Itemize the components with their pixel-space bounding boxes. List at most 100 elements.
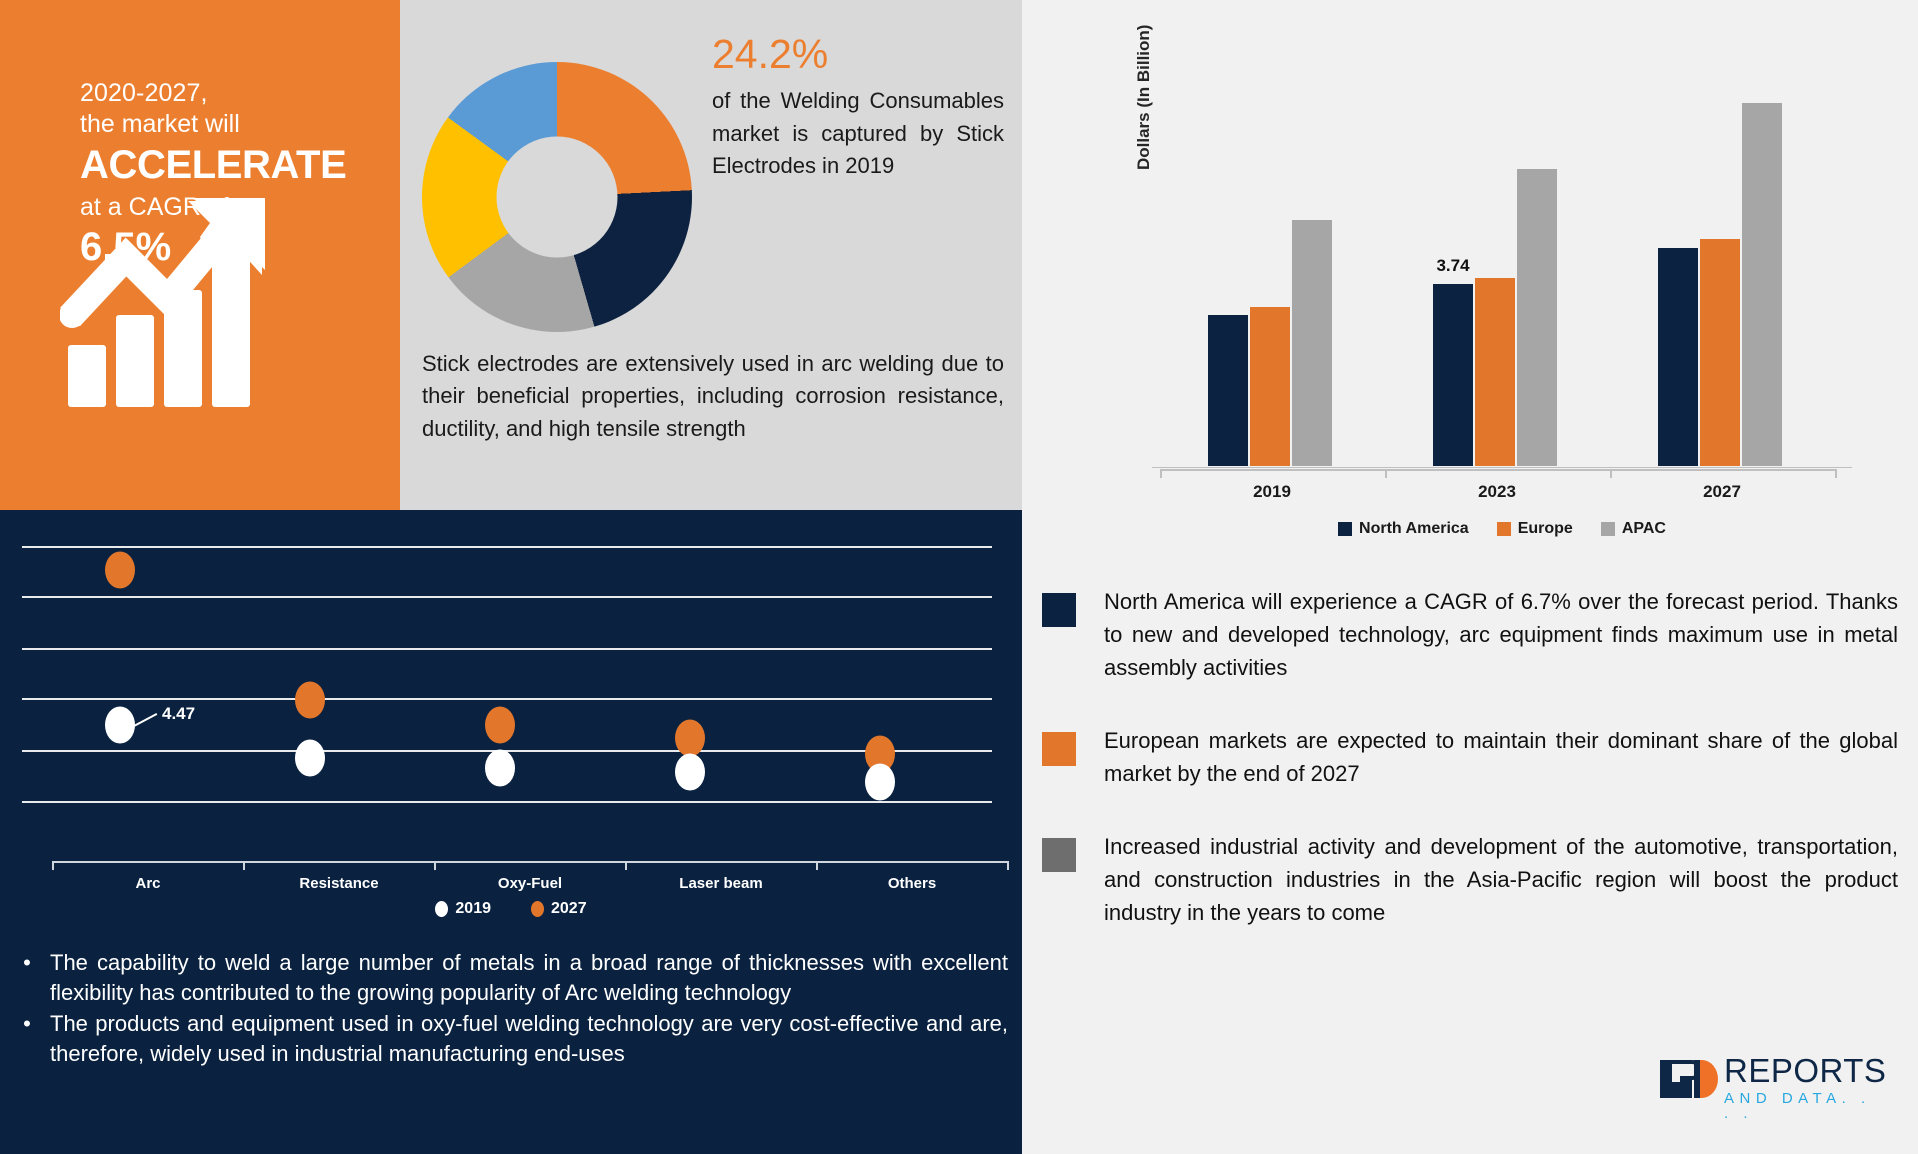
dot-2027-arc xyxy=(105,551,135,589)
axis-tick xyxy=(1160,469,1162,478)
welding-technology-dot-chart: 4.47 Arc Resistance Oxy-Fuel Laser beam … xyxy=(22,520,1009,892)
note-swatch-north-america-icon xyxy=(1042,593,1076,627)
bar-chart-plot-area: 3.74 2019 2023 2027 xyxy=(1152,60,1852,501)
bar-group-2023: 3.74 xyxy=(1397,66,1597,466)
list-item: Increased industrial activity and develo… xyxy=(1042,830,1898,929)
grid-line xyxy=(22,546,992,548)
bar-2023-north-america xyxy=(1433,284,1473,466)
reports-and-data-logo[interactable]: REPORTS AND DATA. . . . xyxy=(1658,1054,1888,1121)
dot-2027-laserbeam xyxy=(675,719,705,757)
legend-swatch-north-america-icon xyxy=(1338,522,1353,536)
bar-2027-north-america xyxy=(1658,248,1698,466)
growth-arrow-bar-chart-icon xyxy=(60,198,265,407)
list-item: North America will experience a CAGR of … xyxy=(1042,585,1898,684)
dot-2027-resistance xyxy=(295,681,325,719)
axis-tick xyxy=(52,861,54,870)
dot-chart-legend: 2019 2027 xyxy=(0,900,1022,918)
note-swatch-europe-icon xyxy=(1042,732,1076,766)
note-text-apac: Increased industrial activity and develo… xyxy=(1104,834,1898,925)
legend-item-europe: Europe xyxy=(1496,520,1573,538)
logo-wordmark: REPORTS AND DATA. . . . xyxy=(1724,1054,1888,1121)
bar-chart-y-axis-label: Dollars (In Billion) xyxy=(1134,24,1153,170)
bar-category-2027: 2027 xyxy=(1703,482,1741,501)
regional-market-bar-chart: Dollars (In Billion) 3.74 xyxy=(1062,25,1912,537)
bullet-text: The capability to weld a large number of… xyxy=(50,950,1008,1005)
note-text-europe: European markets are expected to maintai… xyxy=(1104,728,1898,786)
dot-2019-others xyxy=(865,763,895,801)
dot-category-laserbeam: Laser beam xyxy=(679,875,763,892)
bar-chart-x-axis xyxy=(1152,466,1852,468)
regional-notes-list: North America will experience a CAGR of … xyxy=(1042,585,1898,969)
dot-2019-oxyfuel xyxy=(485,749,515,787)
legend-item-north-america: North America xyxy=(1338,520,1469,538)
bar-2023-europe xyxy=(1475,278,1515,466)
logo-primary-text: REPORTS xyxy=(1724,1052,1887,1089)
dot-category-arc: Arc xyxy=(135,875,161,892)
accelerate-period: 2020-2027, xyxy=(80,79,208,107)
axis-bracket xyxy=(1160,469,1835,471)
bullet-list: • The capability to weld a large number … xyxy=(18,948,1008,1070)
bar-2027-apac xyxy=(1742,103,1782,466)
logo-secondary-text: AND DATA. . . . xyxy=(1724,1090,1871,1122)
bar-2023-apac xyxy=(1517,169,1557,466)
legend-item-apac: APAC xyxy=(1600,520,1666,538)
axis-tick xyxy=(434,861,436,870)
bar-2019-apac xyxy=(1292,220,1332,466)
legend-label-2027: 2027 xyxy=(551,900,587,917)
grid-line xyxy=(22,801,992,803)
donut-hole xyxy=(496,136,618,258)
bullet-text: The products and equipment used in oxy-f… xyxy=(50,1010,1008,1066)
note-swatch-apac-icon xyxy=(1042,838,1076,872)
dot-2019-resistance xyxy=(295,739,325,777)
dot-plot-panel: 4.47 Arc Resistance Oxy-Fuel Laser beam … xyxy=(0,510,1022,1154)
axis-tick xyxy=(1385,469,1387,478)
bar-category-2019: 2019 xyxy=(1253,482,1291,501)
grid-line xyxy=(22,648,992,650)
dot-value-label: 4.47 xyxy=(162,704,196,723)
stat-block: 24.2% of the Welding Consumables market … xyxy=(712,30,1004,182)
dot-2019-laserbeam xyxy=(675,753,705,791)
bar-value-label: 3.74 xyxy=(1436,256,1470,275)
legend-label-north-america: North America xyxy=(1359,520,1469,537)
bar-chart-legend: North America Europe APAC xyxy=(1152,520,1852,538)
dot-2019-arc xyxy=(105,706,135,744)
stat-percent: 24.2% xyxy=(712,31,829,77)
list-item: • The capability to weld a large number … xyxy=(18,948,1008,1008)
bullet-icon: • xyxy=(23,1010,31,1036)
stat-description: of the Welding Consumables market is cap… xyxy=(712,88,1004,178)
bar-2027-europe xyxy=(1700,239,1740,466)
right-column: Dollars (In Billion) 3.74 xyxy=(1022,0,1918,1154)
legend-swatch-europe-icon xyxy=(1496,522,1511,536)
legend-label-2019: 2019 xyxy=(455,900,491,917)
rd-monogram-icon xyxy=(1660,1060,1718,1098)
list-item: European markets are expected to maintai… xyxy=(1042,724,1898,790)
axis-tick xyxy=(1835,469,1837,478)
axis-tick xyxy=(625,861,627,870)
donut-caption: Stick electrodes are extensively used in… xyxy=(422,351,1004,441)
bar-group-2019 xyxy=(1172,66,1372,466)
legend-dot-2027-icon xyxy=(531,901,544,917)
note-text-north-america: North America will experience a CAGR of … xyxy=(1104,589,1898,680)
legend-item-2019: 2019 xyxy=(435,900,491,918)
market-share-donut-chart xyxy=(422,62,692,332)
dot-category-resistance: Resistance xyxy=(299,875,379,892)
bar-category-2023: 2023 xyxy=(1478,482,1516,501)
bar-2019-europe xyxy=(1250,307,1290,466)
grid-line xyxy=(22,698,992,700)
axis-tick xyxy=(243,861,245,870)
bar-2019-north-america xyxy=(1208,315,1248,466)
dot-category-oxyfuel: Oxy-Fuel xyxy=(497,875,563,892)
dot-leader-line xyxy=(131,712,158,728)
accelerate-headline: ACCELERATE xyxy=(80,143,347,187)
bar-group-2027 xyxy=(1622,66,1822,466)
accelerate-subtitle: the market will xyxy=(80,109,240,138)
legend-dot-2019-icon xyxy=(435,901,449,917)
grid-line xyxy=(22,596,992,598)
dot-x-axis xyxy=(52,861,1007,863)
legend-label-apac: APAC xyxy=(1621,520,1666,537)
donut-panel: 24.2% of the Welding Consumables market … xyxy=(400,0,1022,510)
left-column: 2020-2027, the market will ACCELERATE at… xyxy=(0,0,1022,1154)
bullet-icon: • xyxy=(23,950,31,975)
dot-2027-oxyfuel xyxy=(485,706,515,744)
